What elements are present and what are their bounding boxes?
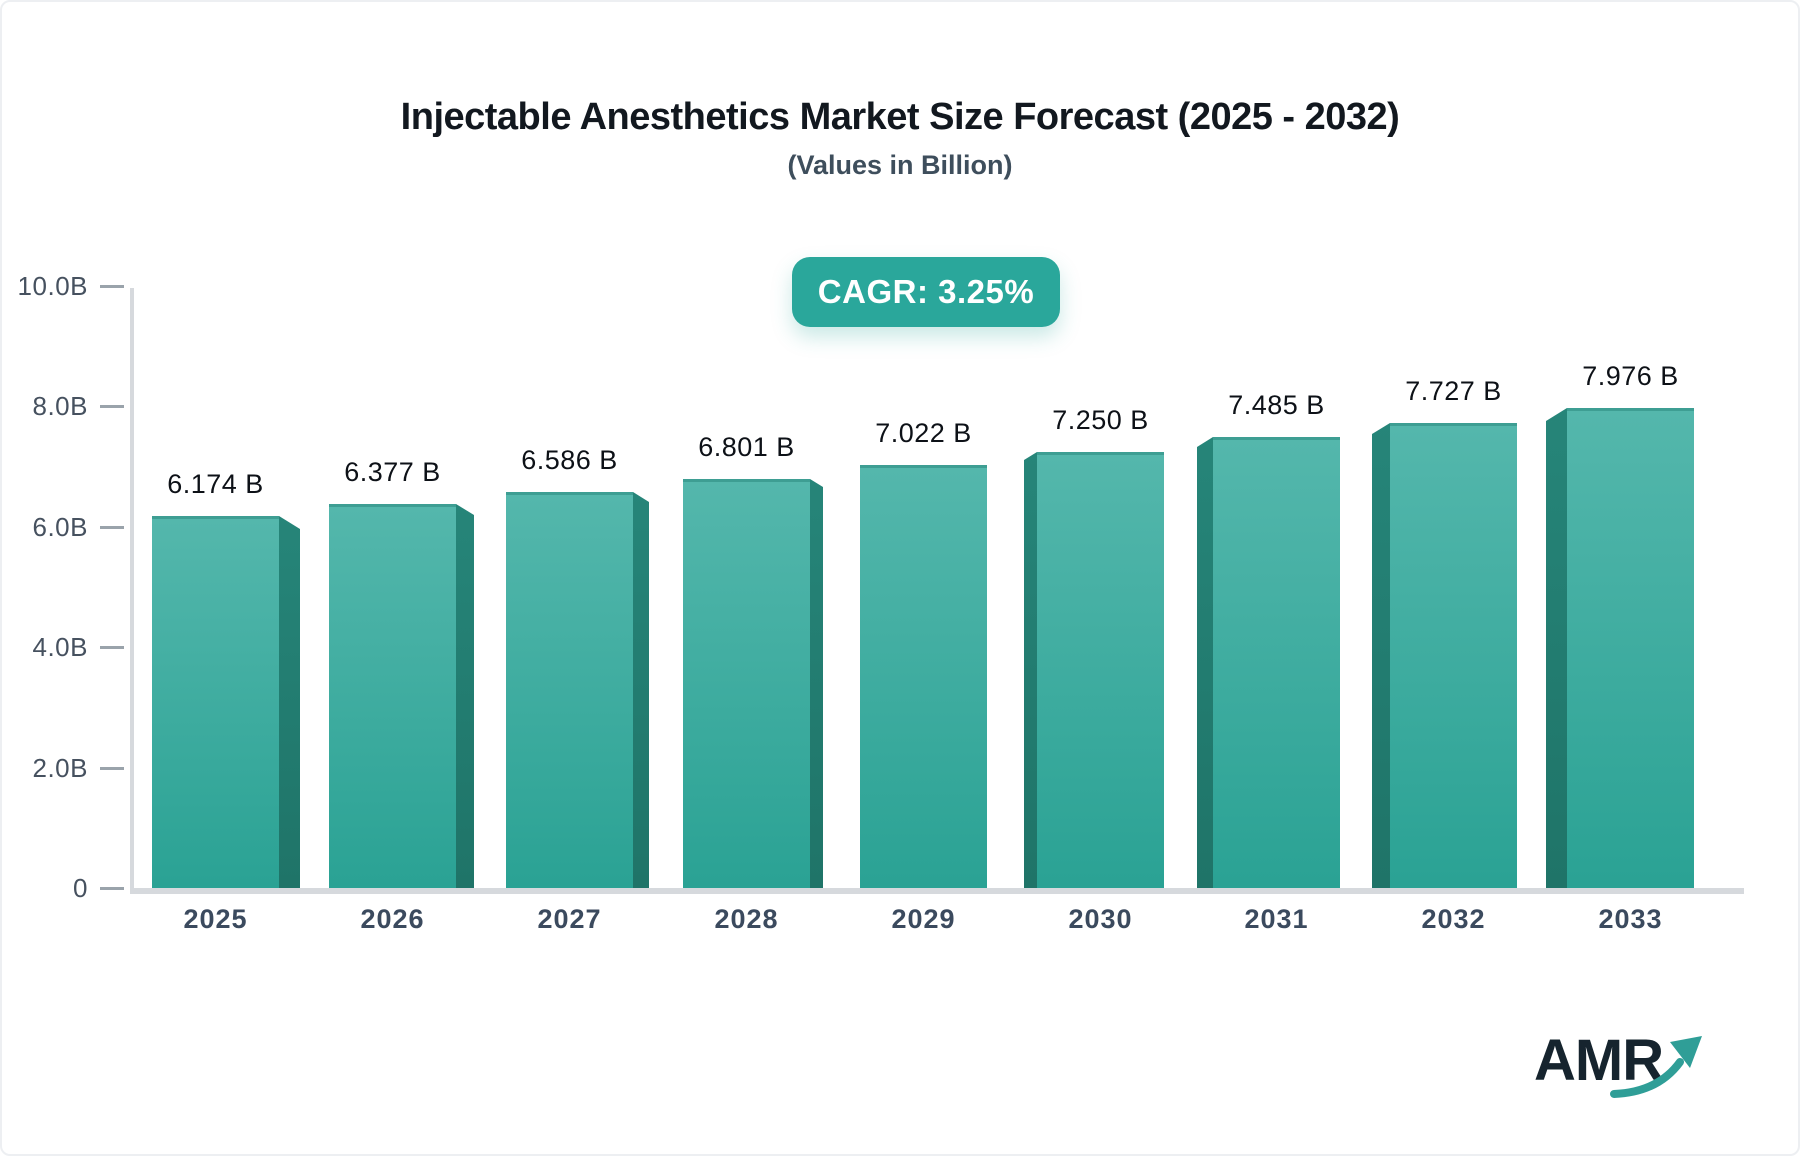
bar-value-label: 6.801 B (698, 432, 795, 462)
x-tick-label: 2029 (891, 904, 956, 934)
chart-title: Injectable Anesthetics Market Size Forec… (400, 96, 1400, 138)
y-tick-mark (100, 525, 124, 529)
bar (329, 504, 456, 888)
y-tick-label: 0 (73, 873, 88, 903)
y-axis-line (130, 288, 134, 890)
cagr-badge-label: CAGR: 3.25% (817, 273, 1035, 310)
bar-value-label: 7.485 B (1228, 390, 1325, 420)
bar-3d-side (810, 479, 823, 888)
x-tick-label: 2025 (183, 904, 248, 934)
y-tick-label: 4.0B (32, 632, 88, 663)
bar (506, 492, 633, 888)
y-tick-label: 8.0B (32, 391, 88, 422)
growth-arrow-icon (1610, 1036, 1702, 1098)
amr-logo: AMR (1534, 1032, 1704, 1112)
bar (1567, 408, 1694, 888)
bar-3d-side (1546, 408, 1567, 888)
y-tick-mark (100, 887, 124, 890)
bar (1213, 437, 1340, 888)
bar-value-label: 7.976 B (1582, 361, 1679, 391)
bar-3d-side (1197, 437, 1213, 888)
bar-3d-side (456, 504, 474, 888)
y-tick-label: 6.0B (32, 511, 88, 542)
cagr-badge: CAGR: 3.25% (792, 257, 1060, 327)
bar-value-label: 6.586 B (521, 445, 618, 475)
y-tick-mark (100, 285, 124, 288)
x-tick-label: 2032 (1421, 904, 1486, 934)
x-tick-label: 2026 (360, 904, 425, 934)
bar-3d-side (633, 492, 649, 888)
y-tick-mark (100, 405, 124, 409)
x-tick-label: 2027 (537, 904, 602, 934)
bar-3d-side (1024, 452, 1037, 888)
bar (683, 479, 810, 888)
bar (1390, 423, 1517, 888)
bar-value-label: 7.022 B (875, 418, 972, 448)
x-axis-baseline (130, 888, 1744, 894)
bar-3d-side (1372, 423, 1390, 888)
bar-3d-side (279, 516, 300, 888)
x-tick-label: 2031 (1244, 904, 1309, 934)
bar (152, 516, 279, 888)
chart-subtitle: (Values in Billion) (787, 150, 1013, 180)
amr-logo-text: AMR (1534, 1028, 1664, 1093)
x-tick-label: 2033 (1598, 904, 1663, 934)
y-tick-label: 10.0B (17, 271, 88, 301)
bar-value-label: 6.377 B (344, 457, 441, 487)
x-tick-label: 2028 (714, 904, 779, 934)
bar (1037, 452, 1164, 888)
bar-value-label: 7.727 B (1405, 376, 1502, 406)
bar-value-label: 7.250 B (1052, 405, 1149, 435)
y-tick-mark (100, 766, 124, 770)
y-tick-label: 2.0B (32, 752, 88, 783)
y-tick-mark (100, 646, 124, 650)
bar (860, 465, 987, 888)
bar-value-label: 6.174 B (167, 469, 264, 499)
x-tick-label: 2030 (1068, 904, 1133, 934)
